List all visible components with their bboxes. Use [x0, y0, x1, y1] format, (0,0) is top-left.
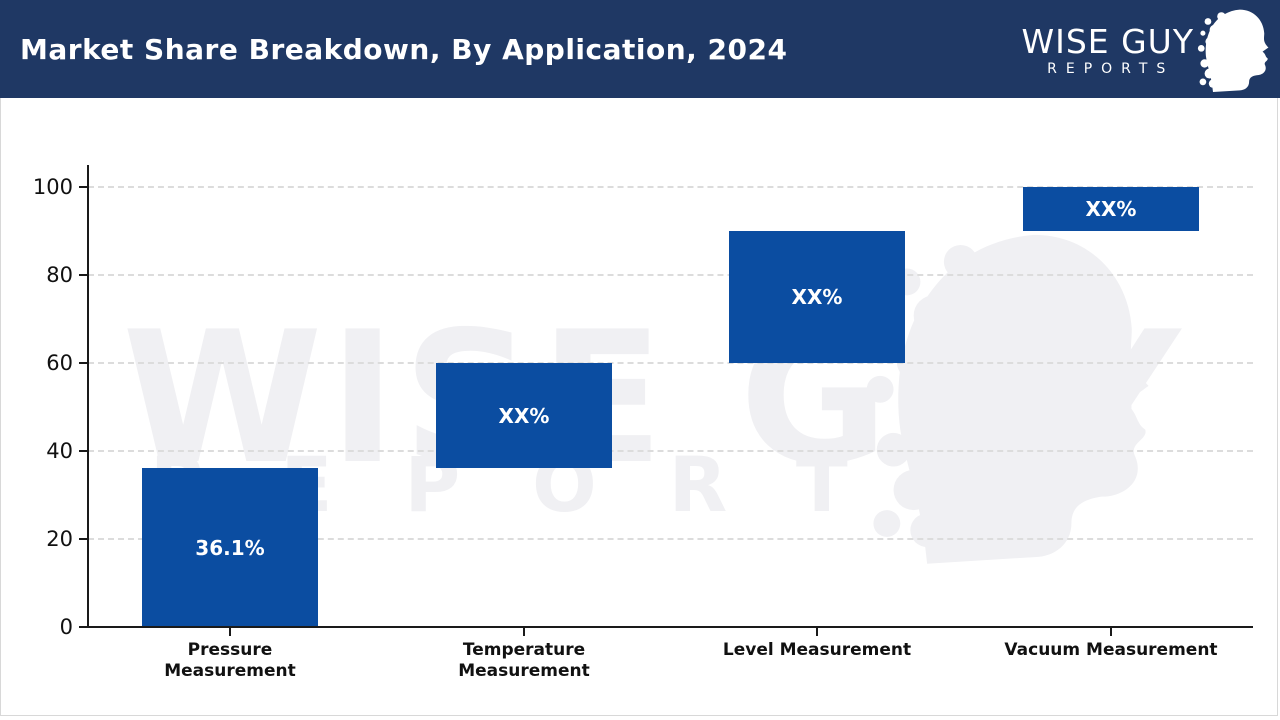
- y-tickmark-20: [79, 538, 87, 540]
- x-tickmark-2: [523, 628, 525, 636]
- x-axis-label-3: Level Measurement: [722, 640, 912, 660]
- y-axis-line: [87, 165, 89, 628]
- y-tick-label-40: 40: [46, 439, 73, 463]
- x-tickmark-4: [1110, 628, 1112, 636]
- logo-face-icon: [1196, 8, 1272, 92]
- y-tick-label-60: 60: [46, 351, 73, 375]
- gridline-100: [88, 186, 1253, 188]
- y-tickmark-60: [79, 362, 87, 364]
- header-bar: Market Share Breakdown, By Application, …: [0, 0, 1280, 98]
- y-tickmark-40: [79, 450, 87, 452]
- x-tickmark-1: [229, 628, 231, 636]
- bar-value-label-1: 36.1%: [195, 535, 265, 560]
- y-tickmark-100: [79, 186, 87, 188]
- logo-wordmark: WISE GUY: [1021, 21, 1194, 61]
- x-tickmark-3: [816, 628, 818, 636]
- x-axis-line: [87, 626, 1253, 628]
- logo-text: WISE GUY REPORTS: [1021, 21, 1194, 77]
- gridline-80: [88, 274, 1253, 276]
- bar-1: 36.1%: [142, 468, 318, 627]
- bar-value-label-4: XX%: [1085, 197, 1137, 221]
- y-tick-label-80: 80: [46, 263, 73, 287]
- x-axis-label-1: Pressure Measurement: [164, 640, 296, 681]
- bar-value-label-2: XX%: [498, 403, 550, 428]
- wise-guy-logo: WISE GUY REPORTS: [1021, 6, 1272, 94]
- y-tick-label-20: 20: [46, 527, 73, 551]
- logo-reports-text: REPORTS: [1047, 60, 1175, 77]
- gridline-60: [88, 362, 1253, 364]
- x-axis-label-4: Vacuum Measurement: [1004, 640, 1218, 660]
- y-tick-label-0: 0: [59, 615, 73, 639]
- y-tick-label-100: 100: [32, 175, 73, 199]
- gridline-40: [88, 450, 1253, 452]
- bar-3: XX%: [729, 231, 905, 363]
- y-tickmark-80: [79, 274, 87, 276]
- bar-2: XX%: [436, 363, 612, 469]
- chart-title: Market Share Breakdown, By Application, …: [20, 32, 788, 66]
- chart-frame: [0, 98, 1278, 716]
- bar-value-label-3: XX%: [791, 285, 843, 309]
- gridline-20: [88, 538, 1253, 540]
- bar-4: XX%: [1023, 187, 1199, 231]
- y-tickmark-0: [79, 626, 87, 628]
- x-axis-label-2: Temperature Measurement: [458, 640, 590, 681]
